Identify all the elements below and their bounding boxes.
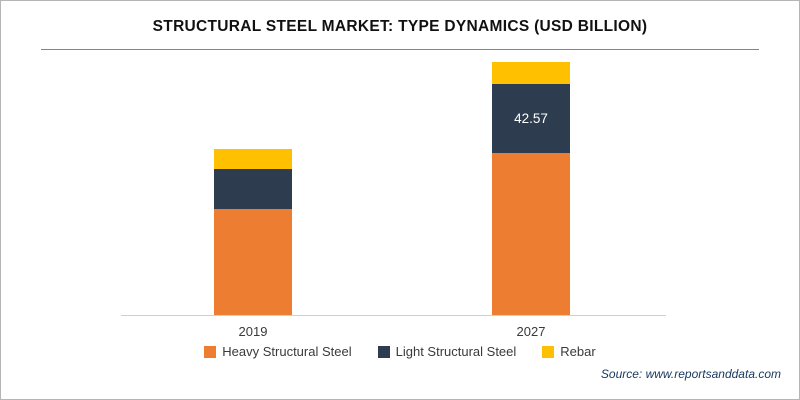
- legend-label: Heavy Structural Steel: [222, 344, 352, 359]
- bar-segment: [214, 149, 292, 170]
- title-divider: [41, 49, 759, 50]
- legend-swatch: [204, 345, 217, 358]
- source-credit: Source: www.reportsanddata.com: [600, 367, 781, 381]
- chart-title: STRUCTURAL STEEL MARKET: TYPE DYNAMICS (…: [152, 18, 648, 35]
- x-axis-line: [121, 315, 666, 316]
- bar-segment: [492, 152, 570, 315]
- bar-segment: [214, 208, 292, 315]
- legend-item: Heavy Structural Steel: [204, 344, 352, 359]
- x-tick-label: 2019: [238, 324, 268, 339]
- legend: Heavy Structural Steel Light Structural S…: [1, 344, 799, 359]
- bar-segment: 42.57: [492, 83, 570, 153]
- legend-swatch: [542, 345, 555, 358]
- bar-2019: 2019: [214, 149, 292, 339]
- bar-segment: [214, 169, 292, 209]
- bar-2027: 42.57 2027: [492, 62, 570, 339]
- plot-area: 2019 42.57 2027: [1, 61, 799, 339]
- legend-item: Light Structural Steel: [377, 344, 517, 359]
- x-tick-label: 2027: [516, 324, 546, 339]
- legend-item: Rebar: [542, 344, 596, 359]
- legend-label: Light Structural Steel: [395, 344, 517, 359]
- data-label: 42.57: [514, 110, 548, 126]
- bar-segment: [492, 62, 570, 84]
- legend-swatch: [377, 345, 390, 358]
- legend-label: Rebar: [560, 344, 596, 359]
